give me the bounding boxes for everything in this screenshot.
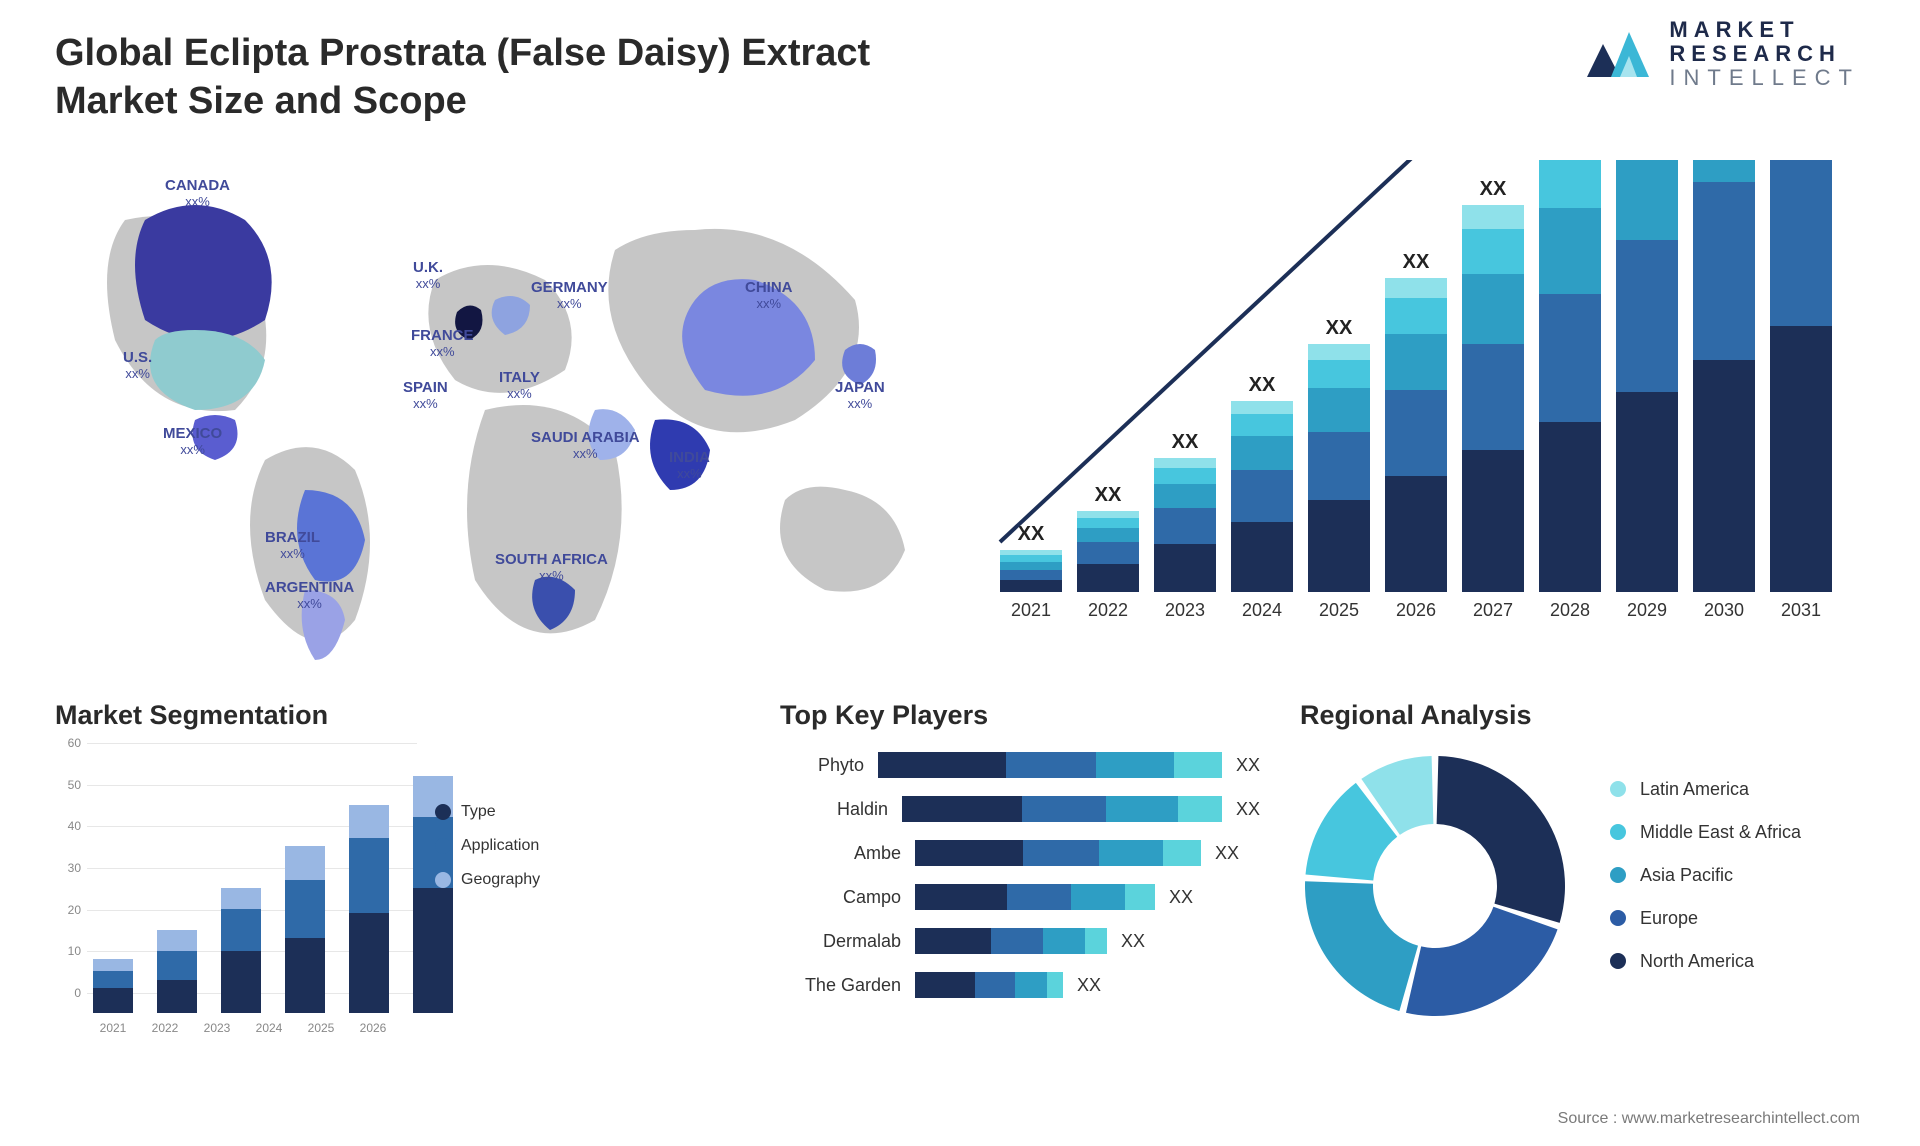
player-row: The GardenXX xyxy=(780,969,1260,1001)
world-map-svg xyxy=(55,160,925,680)
player-row: AmbeXX xyxy=(780,837,1260,869)
page-title: Global Eclipta Prostrata (False Daisy) E… xyxy=(55,30,995,125)
svg-text:XX: XX xyxy=(1403,251,1430,273)
legend-item: Geography xyxy=(435,871,590,889)
brand-logo-mark xyxy=(1585,22,1655,87)
map-label: U.K.xx% xyxy=(413,260,443,291)
brand-logo-text-1: MARKET xyxy=(1669,18,1860,42)
map-label: GERMANYxx% xyxy=(531,280,608,311)
svg-text:2021: 2021 xyxy=(1011,600,1051,620)
map-label: SAUDI ARABIAxx% xyxy=(531,430,640,461)
svg-text:XX: XX xyxy=(1018,523,1045,545)
players-section: Top Key Players PhytoXX HaldinXX AmbeXX Cam… xyxy=(780,700,1260,1013)
svg-text:2023: 2023 xyxy=(1165,600,1205,620)
map-label: SOUTH AFRICAxx% xyxy=(495,552,608,583)
svg-text:XX: XX xyxy=(1480,178,1507,200)
players-title: Top Key Players xyxy=(780,700,1260,731)
brand-logo-text-3: INTELLECT xyxy=(1669,66,1860,90)
map-label: BRAZILxx% xyxy=(265,530,320,561)
player-row: CampoXX xyxy=(780,881,1260,913)
segmentation-legend: Type Application Geography xyxy=(435,803,590,905)
svg-text:2026: 2026 xyxy=(1396,600,1436,620)
regional-donut xyxy=(1300,751,1570,1021)
legend-item: Asia Pacific xyxy=(1610,865,1801,886)
map-label: SPAINxx% xyxy=(403,380,448,411)
map-label: ITALYxx% xyxy=(499,370,540,401)
legend-item: Middle East & Africa xyxy=(1610,822,1801,843)
brand-logo: MARKET RESEARCH INTELLECT xyxy=(1585,18,1860,91)
svg-text:XX: XX xyxy=(1172,431,1199,453)
svg-text:2030: 2030 xyxy=(1704,600,1744,620)
svg-text:2027: 2027 xyxy=(1473,600,1513,620)
svg-text:2025: 2025 xyxy=(1319,600,1359,620)
map-label: CANADAxx% xyxy=(165,178,230,209)
player-row: DermalabXX xyxy=(780,925,1260,957)
map-label: FRANCExx% xyxy=(411,328,474,359)
world-map: CANADAxx% U.S.xx% MEXICOxx% BRAZILxx% ARGENT… xyxy=(55,160,925,680)
svg-text:2029: 2029 xyxy=(1627,600,1667,620)
svg-text:XX: XX xyxy=(1326,317,1353,339)
growth-chart-svg: XX 2021 XX 2022 XX 2023 XX 2024 XX 2025 XX 2026 XX 20… xyxy=(990,160,1860,630)
svg-text:2028: 2028 xyxy=(1550,600,1590,620)
growth-chart: XX 2021 XX 2022 XX 2023 XX 2024 XX 2025 XX 2026 XX 20… xyxy=(990,160,1860,630)
segmentation-title: Market Segmentation xyxy=(55,700,590,731)
regional-legend: Latin America Middle East & Africa Asia Pa… xyxy=(1610,779,1801,994)
player-row: PhytoXX xyxy=(780,749,1260,781)
svg-text:XX: XX xyxy=(1249,374,1276,396)
legend-item: North America xyxy=(1610,951,1801,972)
brand-logo-text-2: RESEARCH xyxy=(1669,42,1860,66)
map-label: MEXICOxx% xyxy=(163,426,222,457)
map-label: INDIAxx% xyxy=(669,450,710,481)
regional-section: Regional Analysis Latin America Middle Ea… xyxy=(1300,700,1860,1021)
legend-item: Type xyxy=(435,803,590,821)
legend-item: Application xyxy=(435,837,590,855)
legend-item: Latin America xyxy=(1610,779,1801,800)
player-row: HaldinXX xyxy=(780,793,1260,825)
source-credit: Source : www.marketresearchintellect.com xyxy=(1558,1110,1860,1128)
segmentation-section: Market Segmentation 0102030405060 202120… xyxy=(55,700,590,1043)
svg-text:XX: XX xyxy=(1095,484,1122,506)
map-label: JAPANxx% xyxy=(835,380,885,411)
svg-text:2031: 2031 xyxy=(1781,600,1821,620)
map-label: ARGENTINAxx% xyxy=(265,580,354,611)
map-label: CHINAxx% xyxy=(745,280,793,311)
svg-text:2024: 2024 xyxy=(1242,600,1282,620)
map-label: U.S.xx% xyxy=(123,350,152,381)
regional-title: Regional Analysis xyxy=(1300,700,1860,731)
legend-item: Europe xyxy=(1610,908,1801,929)
svg-text:2022: 2022 xyxy=(1088,600,1128,620)
